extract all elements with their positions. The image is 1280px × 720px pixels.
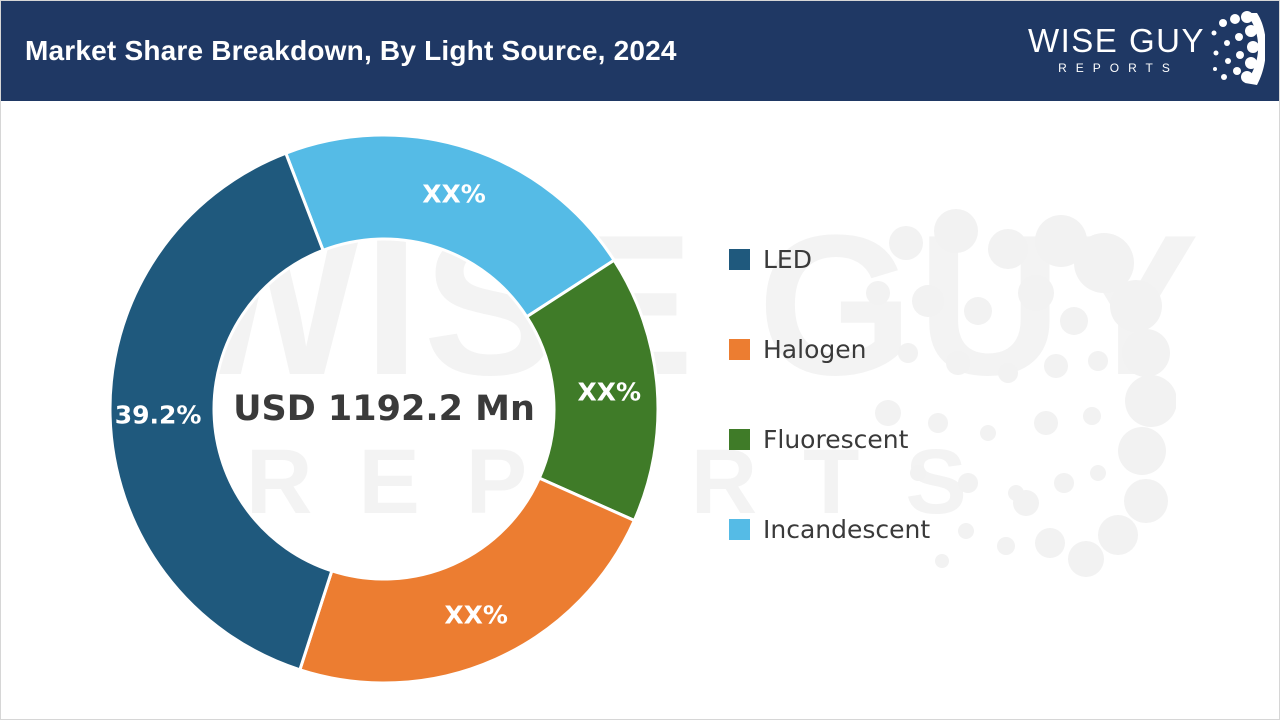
legend-swatch-icon bbox=[729, 428, 750, 450]
legend-label: Incandescent bbox=[763, 514, 931, 544]
legend-label: LED bbox=[763, 244, 812, 274]
slice-label-led: 39.2% bbox=[114, 400, 202, 430]
legend-item-fluorescent: Fluorescent bbox=[729, 424, 930, 454]
slice-label-fluorescent: XX% bbox=[577, 377, 642, 406]
legend-label: Fluorescent bbox=[763, 424, 909, 454]
legend-item-halogen: Halogen bbox=[729, 334, 930, 364]
header: Market Share Breakdown, By Light Source,… bbox=[1, 1, 1279, 101]
donut-segment-led bbox=[108, 151, 334, 672]
donut-segment-halogen bbox=[297, 476, 637, 685]
logo-subtitle: REPORTS bbox=[1058, 61, 1179, 76]
legend-item-incandescent: Incandescent bbox=[729, 514, 931, 544]
slice-label-incandescent: XX% bbox=[422, 179, 486, 209]
legend: LED Halogen Fluorescent Incandescent bbox=[729, 245, 930, 605]
logo-text: WISE GUY REPORTS bbox=[1027, 21, 1205, 76]
legend-swatch-icon bbox=[729, 518, 750, 540]
logo-face-icon bbox=[1211, 11, 1265, 85]
legend-label: Halogen bbox=[763, 334, 867, 364]
legend-item-led: LED bbox=[729, 244, 930, 274]
logo-wordmark: WISE GUY bbox=[1027, 21, 1205, 59]
donut-chart bbox=[108, 133, 660, 685]
donut-segment-incandescent bbox=[283, 133, 617, 319]
logo: WISE GUY REPORTS bbox=[1028, 11, 1265, 87]
page-title: Market Share Breakdown, By Light Source,… bbox=[25, 35, 677, 66]
slice-label-halogen: XX% bbox=[444, 600, 508, 630]
center-value: USD 1192.2 Mn bbox=[233, 389, 535, 429]
legend-swatch-icon bbox=[729, 248, 750, 270]
legend-swatch-icon bbox=[729, 338, 750, 360]
